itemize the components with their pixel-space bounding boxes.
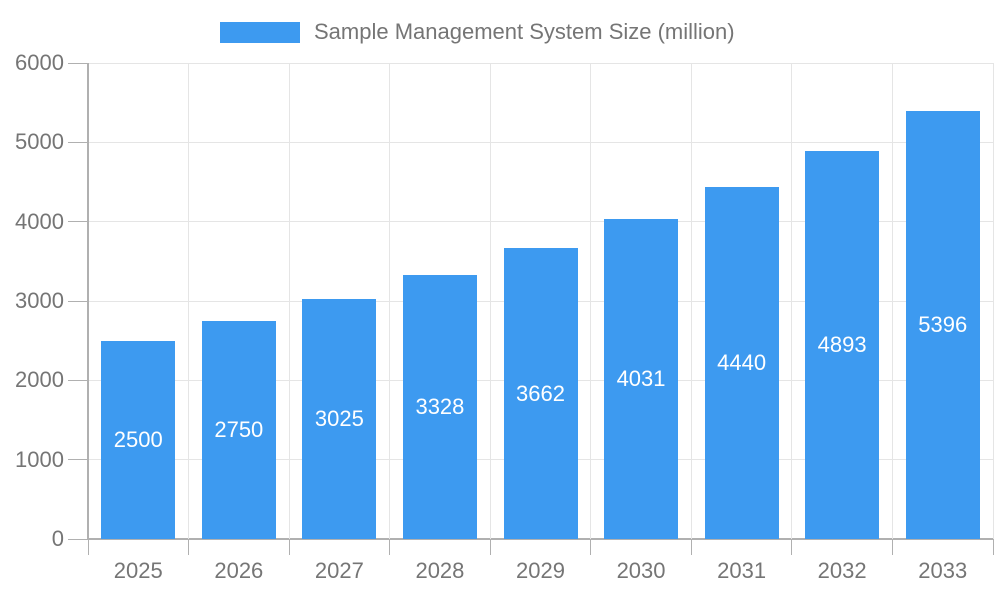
x-tick-label: 2027 [314,558,364,583]
gridline-vertical [992,63,994,539]
y-tick-label: 6000 [15,50,64,75]
x-axis-tick [590,539,592,555]
bar: 4893 [805,150,880,539]
bar-value-label: 3328 [415,393,465,419]
bar: 5396 [905,110,980,539]
bar-value-label: 4440 [717,349,767,375]
gridline-vertical [389,63,391,539]
bar-value-label: 4893 [817,331,867,357]
y-axis-tick [68,379,88,381]
bar: 3662 [503,248,578,539]
gridline-horizontal [88,221,993,223]
y-axis-tick [68,141,88,143]
legend-swatch [220,21,300,43]
y-axis-tick [68,221,88,223]
x-axis-tick [891,539,893,555]
gridline-vertical [791,63,793,539]
bar: 4031 [604,219,679,539]
bar: 3025 [302,299,377,539]
y-axis-line [87,63,89,539]
gridline-vertical [489,63,491,539]
x-axis-tick [188,539,190,555]
x-tick-label: 2033 [918,558,968,583]
x-axis-tick [389,539,391,555]
x-tick-label: 2030 [616,558,666,583]
gridline-vertical [188,63,190,539]
x-axis-tick [791,539,793,555]
chart-legend: Sample Management System Size (million) [220,19,735,45]
x-axis-tick [87,539,89,555]
y-tick-label: 3000 [15,288,64,313]
x-tick-label: 2029 [516,558,565,583]
x-axis-tick [992,539,994,555]
bar: 4440 [704,186,779,539]
x-axis-line [88,538,993,540]
bar-value-label: 3662 [516,380,565,406]
y-tick-label: 2000 [15,367,64,393]
x-axis-tick [690,539,692,555]
x-axis-tick [288,539,290,555]
y-tick-label: 4000 [15,208,64,234]
y-axis-tick [68,62,88,64]
bar-value-label: 5396 [918,311,968,337]
legend-label: Sample Management System Size (million) [314,19,735,44]
y-tick-label: 1000 [15,446,64,472]
y-axis-tick [68,459,88,461]
bar: 3328 [402,274,477,539]
y-tick-label: 0 [51,526,64,551]
x-tick-label: 2031 [717,558,767,583]
gridline-horizontal [88,141,993,143]
x-axis-tick [489,539,491,555]
gridline-vertical [288,63,290,539]
bar-value-label: 3025 [314,406,364,431]
bar-value-label: 4031 [616,366,666,392]
gridline-vertical [590,63,592,539]
gridline-horizontal [88,62,993,64]
bar-value-label: 2500 [113,426,163,452]
bar: 2500 [101,340,176,539]
y-tick-label: 5000 [15,129,64,155]
y-axis-tick [68,300,88,302]
y-axis-tick [68,538,88,540]
x-tick-label: 2032 [817,558,867,583]
gridline-vertical [891,63,893,539]
bar: 2750 [201,320,276,539]
x-tick-label: 2025 [113,558,163,583]
x-tick-label: 2028 [415,558,465,583]
bar-value-label: 2750 [214,416,264,442]
x-tick-label: 2026 [214,558,264,583]
gridline-vertical [690,63,692,539]
